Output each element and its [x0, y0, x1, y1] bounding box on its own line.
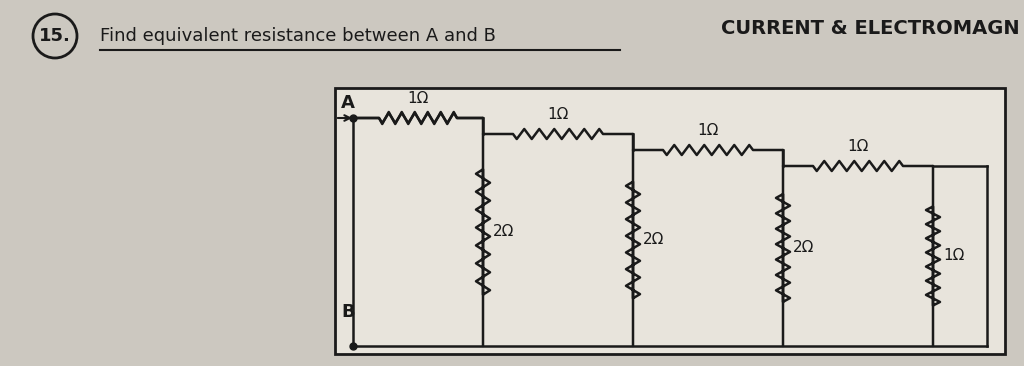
Text: 2Ω: 2Ω [493, 224, 514, 239]
FancyBboxPatch shape [335, 88, 1005, 354]
Text: 1Ω: 1Ω [847, 139, 868, 154]
Text: 1Ω: 1Ω [547, 107, 568, 122]
Text: 2Ω: 2Ω [643, 232, 665, 247]
Text: A: A [341, 94, 355, 112]
Text: 1Ω: 1Ω [943, 249, 965, 264]
Text: B: B [341, 303, 354, 321]
Text: 1Ω: 1Ω [408, 91, 429, 106]
Text: Find equivalent resistance between A and B: Find equivalent resistance between A and… [100, 27, 496, 45]
Text: 15.: 15. [39, 27, 71, 45]
Text: 1Ω: 1Ω [697, 123, 719, 138]
Text: 2Ω: 2Ω [793, 240, 814, 255]
Text: CURRENT & ELECTROMAGN: CURRENT & ELECTROMAGN [721, 19, 1020, 37]
